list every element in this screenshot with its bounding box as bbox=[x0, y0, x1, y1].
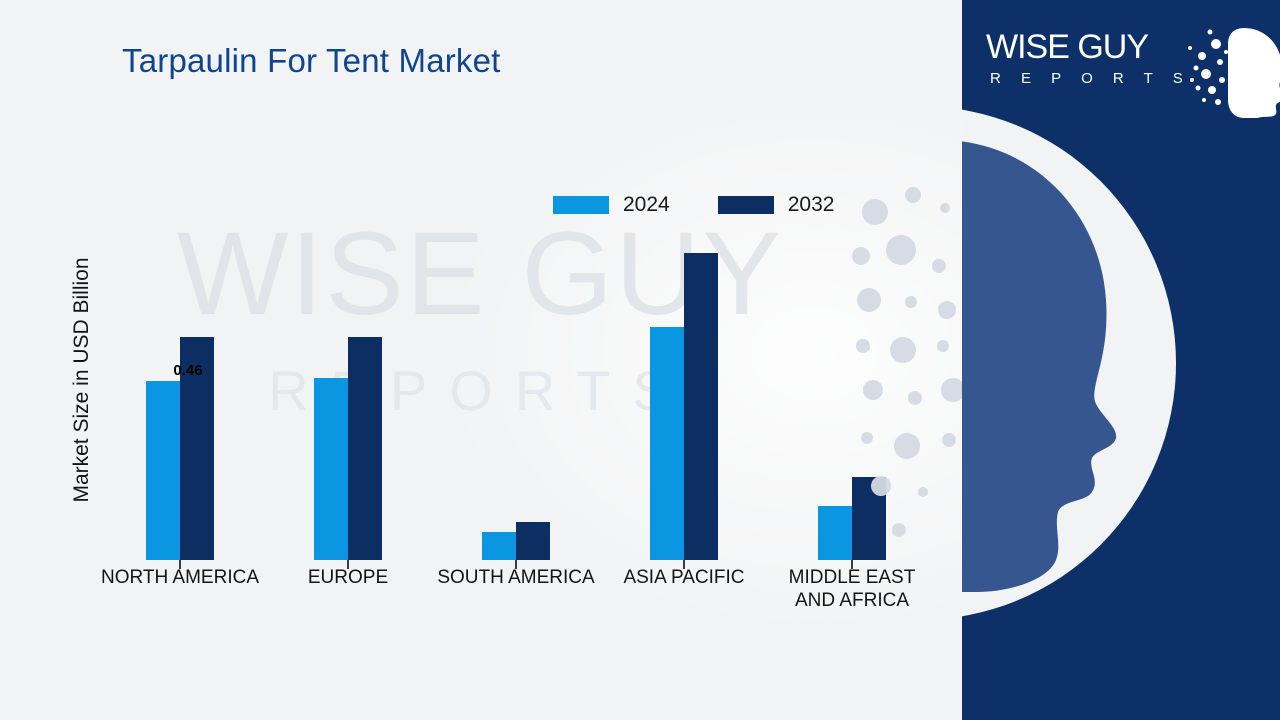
bar-2024[interactable] bbox=[650, 327, 684, 560]
legend-item-2032[interactable]: 2032 bbox=[717, 193, 835, 217]
face-silhouette-icon bbox=[962, 141, 1117, 592]
y-axis-label: Market Size in USD Billion bbox=[70, 257, 93, 503]
bar-2032[interactable] bbox=[180, 336, 214, 560]
bar-value-label: 0.46 bbox=[173, 362, 203, 380]
axis-tick bbox=[515, 560, 517, 569]
dotted-head-icon bbox=[1188, 28, 1280, 118]
logo-sub-text: R E P O R T S bbox=[990, 70, 1191, 87]
legend-label-2032: 2032 bbox=[787, 193, 835, 216]
bar-group bbox=[146, 230, 214, 560]
x-axis-category-label: NORTH AMERICA bbox=[100, 567, 259, 588]
bar-2024[interactable] bbox=[314, 378, 348, 560]
axis-tick bbox=[683, 560, 685, 569]
bar-2032[interactable] bbox=[852, 476, 886, 560]
bar-group bbox=[482, 230, 550, 560]
brand-logo: WISE GUY R E P O R T S bbox=[986, 28, 1280, 118]
x-axis-category-label: ASIA PACIFIC bbox=[623, 567, 745, 588]
x-axis-category-label: SOUTH AMERICA bbox=[437, 567, 595, 588]
axis-tick bbox=[179, 560, 181, 569]
axis-tick bbox=[851, 560, 853, 569]
bar-2032[interactable] bbox=[684, 253, 718, 560]
x-axis-category-label: EUROPE bbox=[307, 567, 389, 588]
bar-group bbox=[818, 230, 886, 560]
brand-panel: WISE GUY R E P O R T S bbox=[962, 0, 1280, 720]
page-title: Tarpaulin For Tent Market bbox=[122, 42, 501, 79]
bar-2024[interactable] bbox=[482, 532, 516, 560]
bar-2024[interactable] bbox=[818, 506, 852, 560]
chart-legend: 2024 2032 bbox=[553, 193, 834, 217]
bar-2032[interactable] bbox=[348, 336, 382, 560]
axis-tick bbox=[347, 560, 349, 569]
legend-swatch-2024 bbox=[553, 196, 609, 214]
bar-group bbox=[314, 230, 382, 560]
bar-group bbox=[650, 230, 718, 560]
x-axis-category-label: MIDDLE EAST AND AFRICA bbox=[788, 567, 916, 611]
legend-item-2024[interactable]: 2024 bbox=[553, 193, 670, 217]
legend-label-2024: 2024 bbox=[623, 193, 670, 216]
bar-2024[interactable] bbox=[146, 381, 180, 560]
logo-main-text: WISE GUY bbox=[986, 28, 1149, 66]
legend-swatch-2032 bbox=[717, 196, 774, 214]
bar-2032[interactable] bbox=[516, 522, 550, 560]
plot-area bbox=[96, 230, 936, 560]
chart-panel: WISE GUY REPORTS Tarpaulin For Tent Mark… bbox=[70, 42, 962, 640]
